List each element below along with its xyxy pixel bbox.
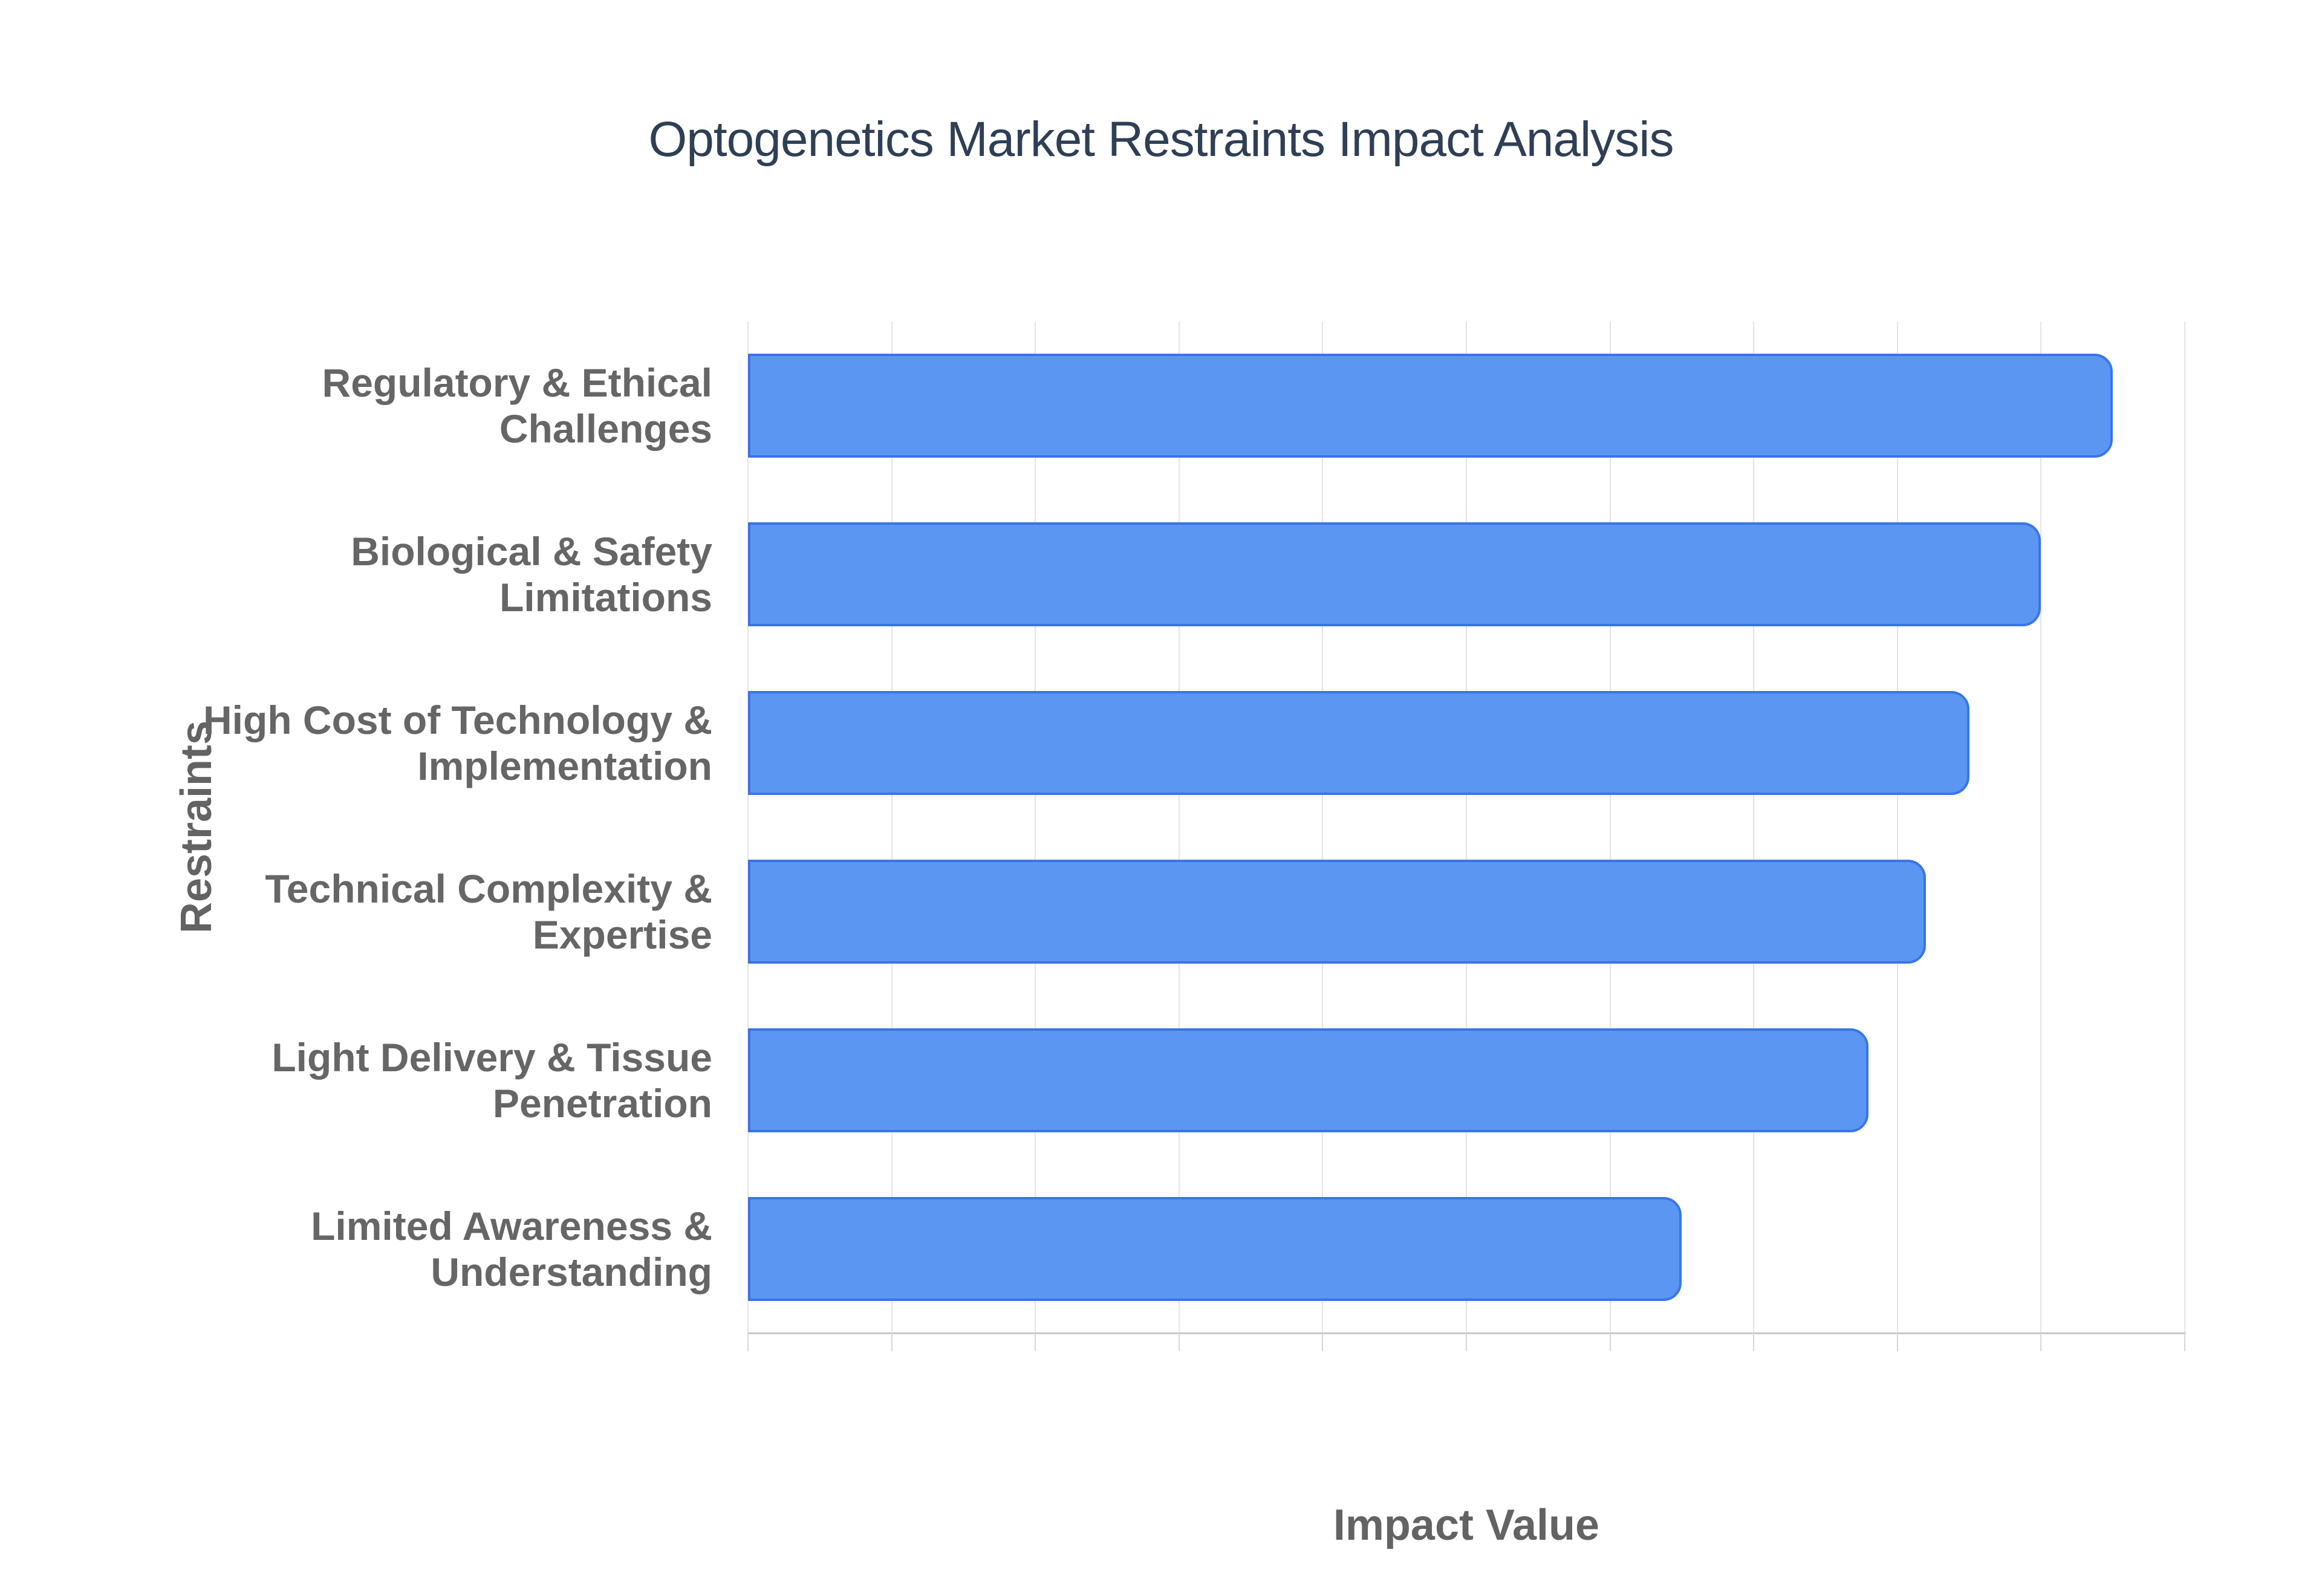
y-category-label-line: Biological & Safety [351,529,712,574]
y-category-label-4: Light Delivery & Tissue Penetration [0,996,712,1164]
x-tick-mark-5 [1466,1333,1467,1351]
plot-area: 012345678910 [747,322,2186,1351]
y-category-label-0: Regulatory & Ethical Challenges [0,322,712,490]
y-category-label-line: Technical Complexity & [265,866,712,911]
y-category-label-5: Limited Awareness & Understanding [0,1164,712,1333]
gridline-x-6 [1609,322,1611,1333]
y-category-label-line: Challenges [499,406,712,452]
y-category-label-1: Biological & Safety Limitations [0,490,712,659]
y-category-label-line: High Cost of Technology & [203,698,712,743]
x-tick-mark-7 [1753,1333,1755,1351]
y-category-label-line: Expertise [532,912,712,957]
gridline-x-7 [1753,322,1755,1333]
x-tick-mark-2 [1035,1333,1036,1351]
x-tick-mark-3 [1178,1333,1180,1351]
chart-title: Optogenetics Market Restraints Impact An… [648,112,1674,167]
x-tick-mark-6 [1609,1333,1611,1351]
gridline-x-9 [2040,322,2042,1333]
bar-1 [748,522,2041,627]
y-category-label-line: Implementation [417,744,712,789]
y-category-label-line: Light Delivery & Tissue [272,1034,712,1080]
gridline-x-0 [747,322,749,1333]
x-tick-mark-1 [891,1333,893,1351]
y-category-label-3: Technical Complexity & Expertise [0,828,712,996]
bar-0 [748,354,2113,458]
x-tick-mark-4 [1322,1333,1324,1351]
gridline-x-10 [2184,322,2185,1333]
gridline-x-1 [891,322,893,1333]
y-category-label-2: High Cost of Technology & Implementation [0,659,712,828]
y-category-label-line: Limitations [499,575,712,620]
gridline-x-8 [1896,322,1898,1333]
x-tick-mark-8 [1896,1333,1898,1351]
bar-2 [748,691,1969,796]
gridline-x-4 [1322,322,1324,1333]
bar-5 [748,1196,1682,1301]
bar-4 [748,1028,1869,1132]
gridline-x-5 [1466,322,1467,1333]
y-category-label-line: Limited Awareness & [311,1203,712,1248]
x-tick-mark-9 [2040,1333,2042,1351]
gridline-x-3 [1178,322,1180,1333]
x-axis-title: Impact Value [1333,1501,1600,1549]
gridline-x-2 [1035,322,1036,1333]
y-category-label-line: Penetration [492,1080,712,1126]
y-category-label-line: Understanding [431,1249,712,1294]
bar-3 [748,859,1927,964]
x-tick-mark-0 [747,1333,749,1351]
y-category-label-line: Regulatory & Ethical [322,360,712,406]
x-tick-mark-10 [2184,1333,2185,1351]
x-axis-line [748,1332,2186,1334]
